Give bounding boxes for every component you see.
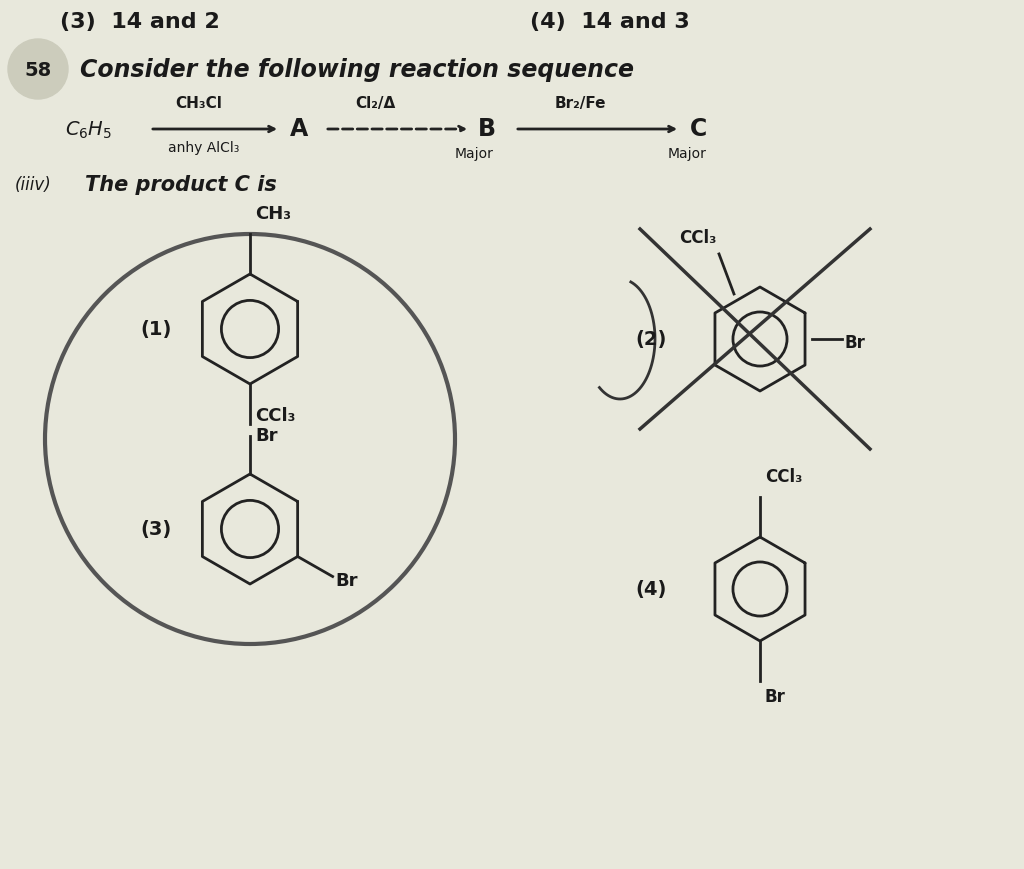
Text: CCl₃: CCl₃ [679,229,717,247]
Text: B: B [478,116,496,141]
Text: Br: Br [255,427,278,444]
Text: Major: Major [455,147,494,161]
Text: (4): (4) [635,580,667,599]
Text: A: A [290,116,308,141]
Circle shape [8,40,68,100]
Text: Br: Br [336,571,358,589]
Text: C: C [690,116,708,141]
Text: CCl₃: CCl₃ [765,468,803,486]
Text: CCl₃: CCl₃ [255,407,295,425]
Text: (3): (3) [140,520,171,539]
Text: $C_6H_5$: $C_6H_5$ [65,119,112,141]
Text: (1): (1) [140,320,171,339]
Text: Br: Br [765,687,785,705]
Text: (iiiv): (iiiv) [15,176,52,194]
Text: CH₃Cl: CH₃Cl [175,96,222,111]
Text: Consider the following reaction sequence: Consider the following reaction sequence [80,58,634,82]
Text: Cl₂/Δ: Cl₂/Δ [355,96,395,111]
Text: CH₃: CH₃ [255,205,291,222]
Text: (2): (2) [635,330,667,349]
Text: (4)  14 and 3: (4) 14 and 3 [530,12,690,32]
Text: The product C is: The product C is [85,175,276,195]
Text: anhy AlCl₃: anhy AlCl₃ [168,141,240,155]
Text: Br: Br [845,334,866,352]
Text: Br₂/Fe: Br₂/Fe [555,96,606,111]
Text: Major: Major [668,147,707,161]
Text: 58: 58 [25,61,51,79]
Text: (3)  14 and 2: (3) 14 and 2 [60,12,220,32]
